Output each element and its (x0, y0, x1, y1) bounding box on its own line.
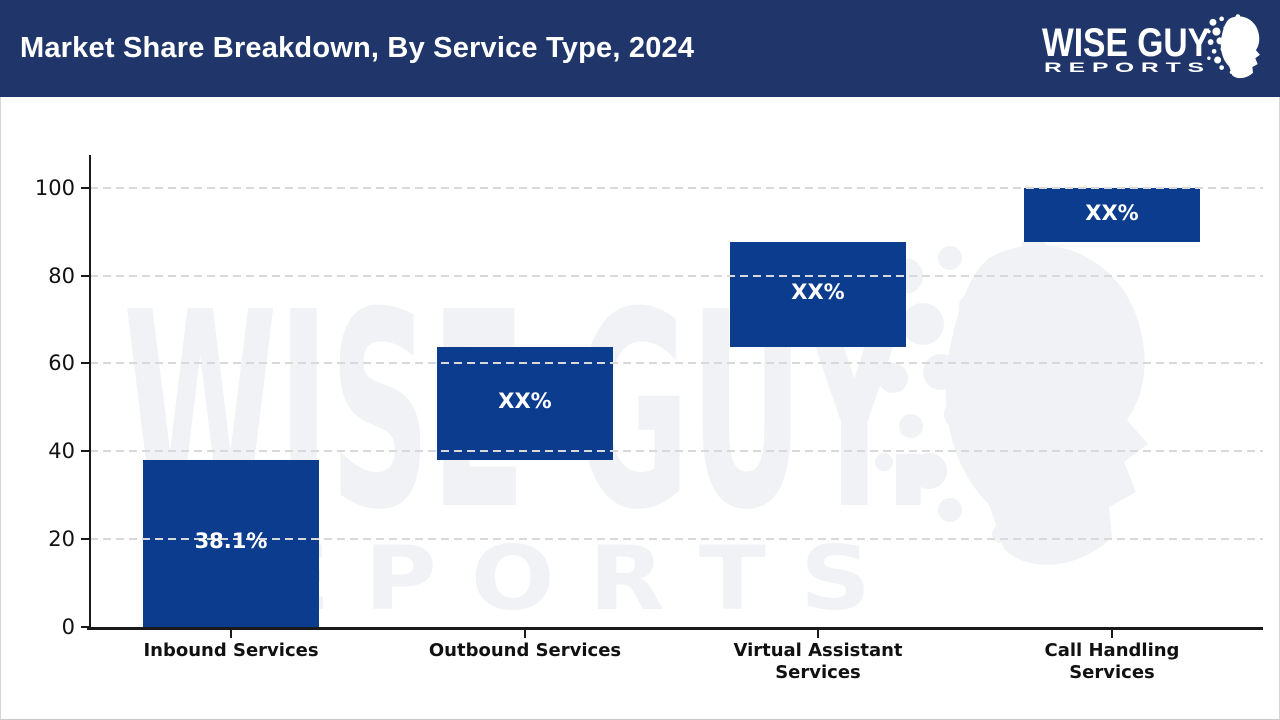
x-category-label-3: Virtual Assistant Services (733, 640, 903, 683)
x-category-label-1: Inbound Services (143, 640, 319, 661)
x-category-label-2: Outbound Services (428, 640, 622, 661)
header-bar: Market Share Breakdown, By Service Type,… (0, 0, 1280, 97)
gridline-20 (90, 538, 1263, 541)
x-tick-1 (230, 630, 232, 638)
bar-3 (730, 241, 906, 348)
y-tick-100 (81, 186, 89, 189)
gridline-60 (90, 362, 1263, 365)
y-tick-label-100: 100 (34, 175, 75, 200)
x-tick-3 (817, 630, 819, 638)
y-tick-label-0: 0 (61, 615, 75, 639)
y-tick-label-40: 40 (48, 439, 75, 464)
x-axis-line (87, 627, 1263, 630)
bar-2 (437, 347, 613, 460)
chart-area: WISE GUY. R E P O R T S 0 20 40 60 80 100 38.1… (0, 97, 1280, 720)
y-tick-0 (81, 626, 89, 628)
y-tick-label-20: 20 (48, 527, 75, 552)
x-tick-4 (1111, 630, 1113, 638)
gridline-40 (90, 450, 1263, 453)
bar-value-label-2: XX% (498, 389, 552, 414)
wise-guy-logo: WISE GUY R E P O R T S (1042, 14, 1260, 79)
x-category-label-4: Call Handling Services (1044, 640, 1180, 683)
y-axis-line (89, 155, 91, 630)
bar-1 (143, 459, 319, 627)
page-title: Market Share Breakdown, By Service Type,… (20, 32, 695, 64)
y-tick-80 (81, 274, 89, 277)
bar-value-label-3: XX% (791, 280, 845, 305)
x-tick-2 (524, 630, 526, 638)
y-tick-60 (81, 362, 89, 365)
plot-region: 0 20 40 60 80 100 38.1% Inbound Services XX% Outb… (1, 97, 1280, 720)
gridline-80 (90, 274, 1263, 277)
logo-subtitle: R E P O R T S (1044, 59, 1204, 75)
logo-head-icon (1207, 14, 1260, 79)
y-tick-label-60: 60 (48, 351, 75, 376)
bar-value-label-4: XX% (1085, 200, 1139, 225)
y-tick-40 (81, 450, 89, 453)
y-tick-label-80: 80 (48, 263, 75, 288)
logo-wordmark: WISE GUY (1042, 21, 1210, 65)
y-tick-20 (81, 538, 89, 541)
bar-value-label-1: 38.1% (194, 529, 268, 554)
gridline-100 (90, 186, 1263, 189)
bar-4 (1024, 187, 1200, 242)
